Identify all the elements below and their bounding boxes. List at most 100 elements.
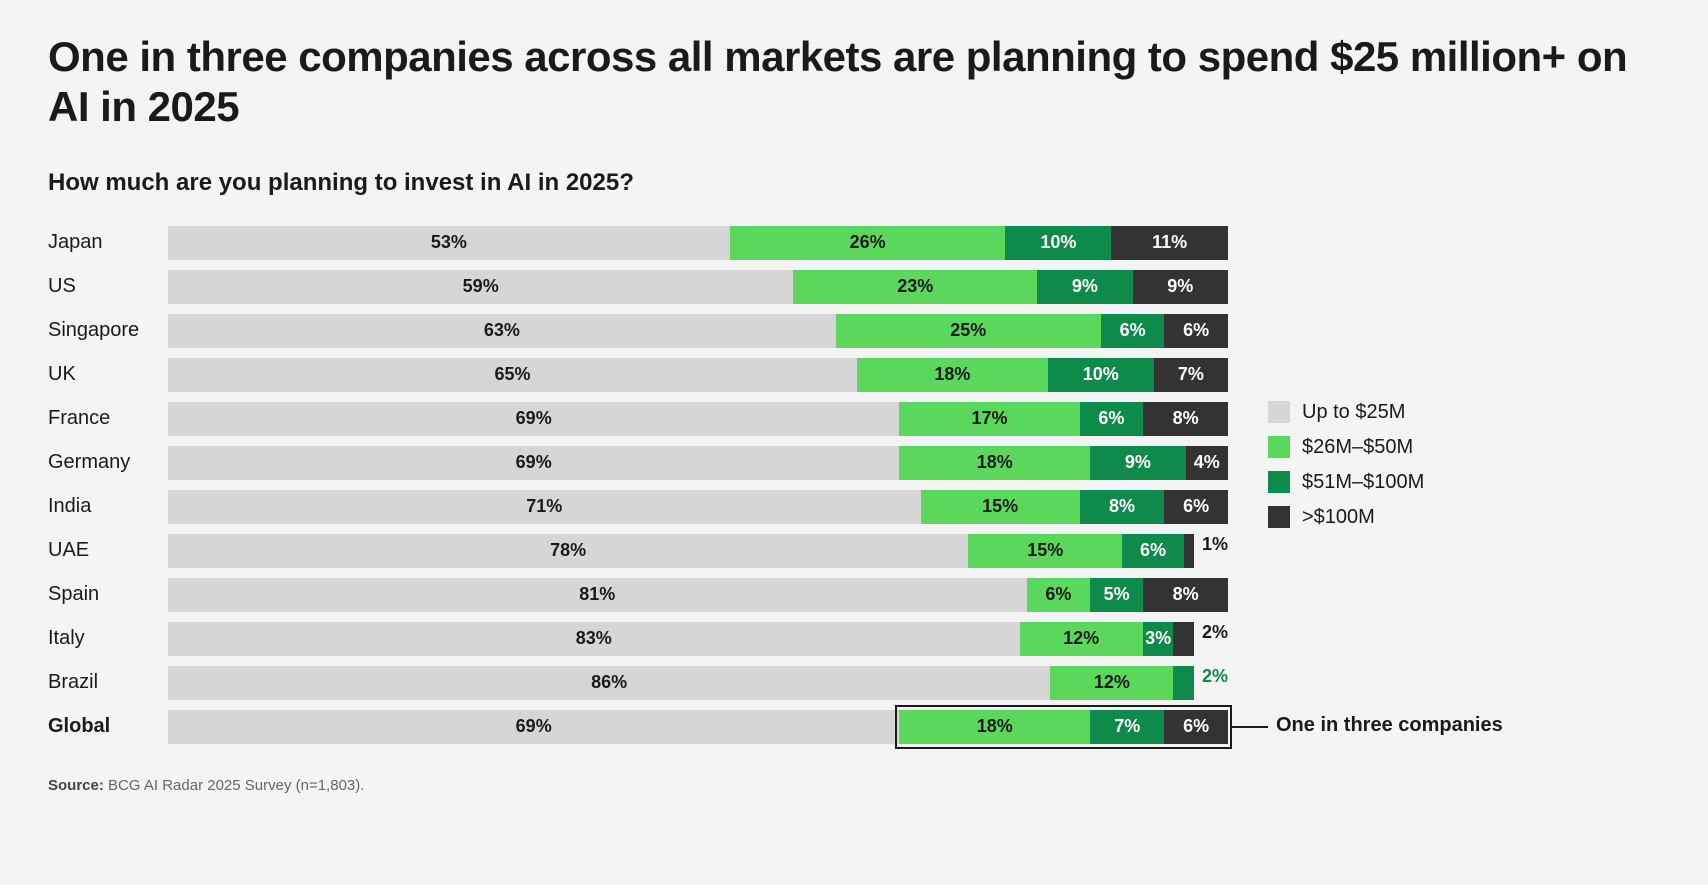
chart-row: France69%17%6%8%: [48, 397, 1228, 441]
bar-segment: 6%: [1080, 402, 1144, 436]
bar-segment: 71%: [168, 490, 921, 524]
bar-track: 59%23%9%9%: [168, 270, 1228, 304]
bar-segment: 69%: [168, 402, 899, 436]
bar-segment: 18%: [899, 710, 1090, 744]
chart-subtitle: How much are you planning to invest in A…: [48, 169, 1660, 197]
chart-container: Japan53%26%10%11%US59%23%9%9%Singapore63…: [48, 221, 1660, 749]
external-value-label: 2%: [1202, 666, 1228, 700]
bar-track: 53%26%10%11%: [168, 226, 1228, 260]
legend-swatch: [1268, 436, 1290, 458]
row-label: Japan: [48, 231, 168, 254]
bar-segment: 15%: [921, 490, 1080, 524]
legend-swatch: [1268, 506, 1290, 528]
row-label: UAE: [48, 539, 168, 562]
legend-label: >$100M: [1302, 506, 1375, 529]
bar-track: 86%12% 2%: [168, 666, 1228, 700]
bar-segment: 83%: [168, 622, 1020, 656]
chart-row: US59%23%9%9%: [48, 265, 1228, 309]
bar-segment: 26%: [730, 226, 1006, 260]
bar-segment: 23%: [793, 270, 1037, 304]
bar-segment: 6%: [1027, 578, 1091, 612]
bar-segment: 4%: [1186, 446, 1228, 480]
row-label: Brazil: [48, 671, 168, 694]
source-note: Source: BCG AI Radar 2025 Survey (n=1,80…: [48, 777, 1660, 794]
row-label: Italy: [48, 627, 168, 650]
chart-row: Brazil86%12% 2%: [48, 661, 1228, 705]
chart-row: Japan53%26%10%11%: [48, 221, 1228, 265]
legend-and-callout: Up to $25M$26M–$50M$51M–$100M>$100M: [1268, 441, 1424, 529]
legend-item: Up to $25M: [1268, 401, 1424, 424]
bar-track: 78%15%6% 1%: [168, 534, 1228, 568]
bar-segment: 5%: [1090, 578, 1143, 612]
chart-row: India71%15%8%6%: [48, 485, 1228, 529]
bar-segment: 6%: [1164, 710, 1228, 744]
bar-segment: 6%: [1164, 490, 1228, 524]
bar-segment: 12%: [1050, 666, 1173, 700]
callout-connector: [1232, 726, 1268, 728]
bar-track: 71%15%8%6%: [168, 490, 1228, 524]
bar-segment: 9%: [1090, 446, 1185, 480]
bar-segment: 78%: [168, 534, 968, 568]
stacked-bar-chart: Japan53%26%10%11%US59%23%9%9%Singapore63…: [48, 221, 1228, 749]
bar-track: 63%25%6%6%: [168, 314, 1228, 348]
row-label: Spain: [48, 583, 168, 606]
bar-track: 83%12%3% 2%: [168, 622, 1228, 656]
chart-row: UK65%18%10%7%: [48, 353, 1228, 397]
bar-segment: 7%: [1090, 710, 1164, 744]
bar-track: 69%17%6%8%: [168, 402, 1228, 436]
row-label: US: [48, 275, 168, 298]
row-label: Global: [48, 715, 168, 738]
legend: Up to $25M $26M–$50M $51M–$100M >$100M: [1268, 401, 1424, 529]
row-label: Germany: [48, 451, 168, 474]
bar-segment: [1173, 622, 1194, 656]
chart-row: UAE78%15%6% 1%: [48, 529, 1228, 573]
bar-segment: 15%: [968, 534, 1122, 568]
legend-label: Up to $25M: [1302, 401, 1405, 424]
bar-segment: 59%: [168, 270, 793, 304]
bar-track: 69%18%7%6%One in three companies: [168, 710, 1228, 744]
chart-row: Spain81%6%5%8%: [48, 573, 1228, 617]
bar-segment: 65%: [168, 358, 857, 392]
legend-item: $26M–$50M: [1268, 436, 1424, 459]
bar-segment: 3%: [1143, 622, 1174, 656]
row-label: Singapore: [48, 319, 168, 342]
bar-segment: 25%: [836, 314, 1101, 348]
bar-segment: 17%: [899, 402, 1079, 436]
external-value-label: 1%: [1202, 534, 1228, 568]
bar-segment: 81%: [168, 578, 1027, 612]
row-label: UK: [48, 363, 168, 386]
bar-segment: 11%: [1111, 226, 1228, 260]
bar-segment: [1173, 666, 1194, 700]
bar-segment: 8%: [1143, 402, 1228, 436]
row-label: India: [48, 495, 168, 518]
chart-row: Germany69%18%9%4%: [48, 441, 1228, 485]
legend-swatch: [1268, 471, 1290, 493]
source-text: BCG AI Radar 2025 Survey (n=1,803).: [104, 777, 365, 794]
bar-segment: 7%: [1154, 358, 1228, 392]
legend-swatch: [1268, 401, 1290, 423]
bar-segment: 6%: [1164, 314, 1228, 348]
bar-segment: 12%: [1020, 622, 1143, 656]
legend-label: $51M–$100M: [1302, 471, 1424, 494]
bar-segment: 8%: [1080, 490, 1165, 524]
bar-segment: 10%: [1005, 226, 1111, 260]
source-label: Source:: [48, 777, 104, 794]
bar-segment: 18%: [857, 358, 1048, 392]
bar-track: 69%18%9%4%: [168, 446, 1228, 480]
bar-segment: 86%: [168, 666, 1050, 700]
bar-segment: 6%: [1122, 534, 1184, 568]
bar-segment: 53%: [168, 226, 730, 260]
bar-segment: 9%: [1037, 270, 1132, 304]
legend-label: $26M–$50M: [1302, 436, 1413, 459]
chart-row: Singapore63%25%6%6%: [48, 309, 1228, 353]
chart-row: Italy83%12%3% 2%: [48, 617, 1228, 661]
legend-item: >$100M: [1268, 506, 1424, 529]
bar-segment: 63%: [168, 314, 836, 348]
bar-segment: [1184, 534, 1194, 568]
bar-segment: 69%: [168, 446, 899, 480]
external-value-label: 2%: [1202, 622, 1228, 656]
bar-segment: 8%: [1143, 578, 1228, 612]
bar-segment: 18%: [899, 446, 1090, 480]
bar-track: 81%6%5%8%: [168, 578, 1228, 612]
legend-item: $51M–$100M: [1268, 471, 1424, 494]
